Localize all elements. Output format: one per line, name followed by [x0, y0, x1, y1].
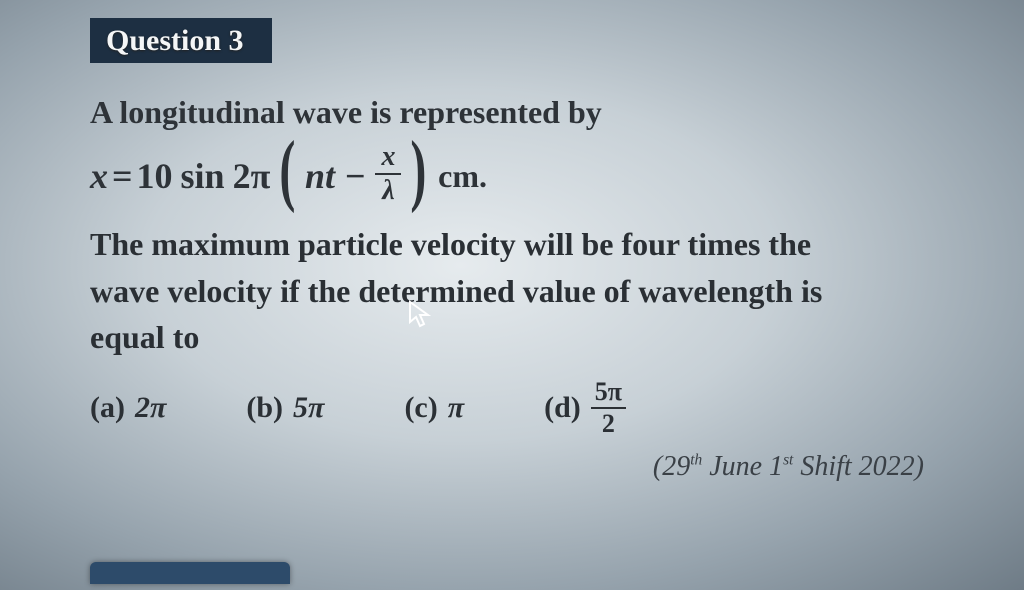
option-d-frac-num: 5π	[591, 379, 626, 409]
cursor-icon	[408, 300, 436, 328]
option-d-label: (d)	[544, 391, 581, 425]
source-open: (29	[653, 451, 690, 482]
question-header: Question 3	[90, 18, 272, 63]
option-d-fraction: 5π 2	[591, 379, 626, 437]
stem-line-3: wave velocity if the determined value of…	[90, 273, 822, 309]
option-b[interactable]: (b) 5π	[246, 391, 324, 425]
option-b-value: 5π	[293, 391, 324, 425]
eq-fn: sin	[181, 155, 225, 197]
eq-equals: =	[112, 155, 133, 197]
option-d-frac-den: 2	[598, 409, 619, 437]
source-sup2: st	[783, 451, 793, 468]
eq-paren-open: (	[280, 140, 296, 200]
eq-2pi: 2π	[233, 155, 271, 197]
page-container: Question 3 A longitudinal wave is repres…	[0, 0, 1024, 590]
source-close: Shift 2022)	[793, 451, 924, 482]
eq-fraction: x λ	[375, 143, 401, 205]
stem-line-4: equal to	[90, 319, 199, 355]
bottom-bar	[90, 562, 290, 584]
equation: x = 10 sin 2π ( nt − x λ ) cm.	[90, 145, 934, 207]
source-sup1: th	[690, 451, 702, 468]
source-citation: (29th June 1st Shift 2022)	[90, 451, 934, 483]
option-b-label: (b)	[246, 391, 283, 425]
stem-body: The maximum particle velocity will be fo…	[90, 221, 934, 360]
source-mid: June 1	[702, 451, 783, 482]
stem-line-2: The maximum particle velocity will be fo…	[90, 226, 811, 262]
eq-paren-close: )	[411, 140, 427, 200]
option-a-label: (a)	[90, 391, 125, 425]
eq-lhs: x	[90, 155, 108, 197]
option-c-label: (c)	[404, 391, 437, 425]
option-a[interactable]: (a) 2π	[90, 391, 166, 425]
option-a-value: 2π	[135, 391, 166, 425]
option-d[interactable]: (d) 5π 2	[544, 379, 626, 437]
eq-nt: nt	[305, 155, 335, 197]
eq-frac-num: x	[375, 143, 401, 175]
eq-coeff: 10	[137, 155, 173, 197]
option-c-value: π	[448, 391, 464, 425]
stem-line-1: A longitudinal wave is represented by	[90, 89, 934, 135]
eq-unit: cm.	[438, 158, 487, 195]
eq-frac-den: λ	[376, 175, 400, 205]
options-row: (a) 2π (b) 5π (c) π (d) 5π 2	[90, 379, 934, 437]
option-c[interactable]: (c) π	[404, 391, 464, 425]
eq-minus: −	[345, 155, 366, 197]
